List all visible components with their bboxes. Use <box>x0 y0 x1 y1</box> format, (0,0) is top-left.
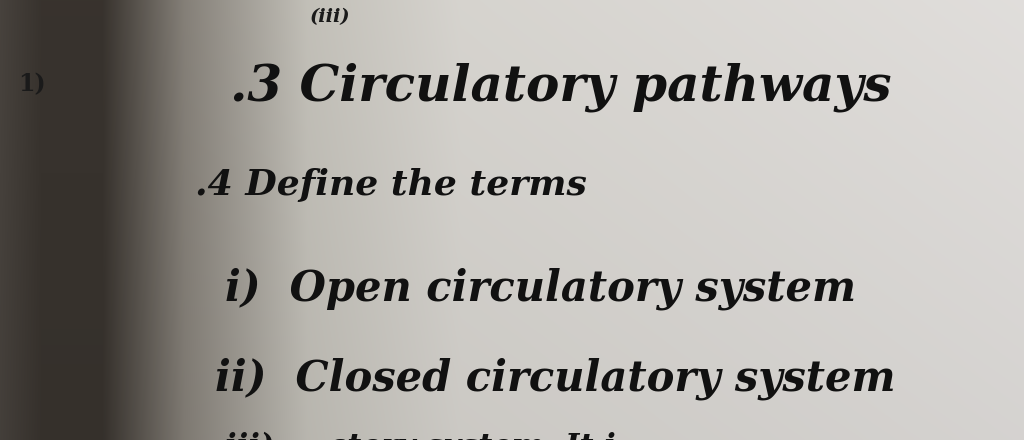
Text: i)  Open circulatory system: i) Open circulatory system <box>225 268 856 311</box>
Text: .3 Circulatory pathways: .3 Circulatory pathways <box>230 62 892 111</box>
Text: ii)  Closed circulatory system: ii) Closed circulatory system <box>215 358 896 400</box>
Text: .4 Define the terms: .4 Define the terms <box>195 168 587 202</box>
Text: (iii): (iii) <box>310 8 350 26</box>
Text: 1): 1) <box>18 72 46 96</box>
Text: iii)  ...atory system  It i...: iii) ...atory system It i... <box>225 432 647 440</box>
